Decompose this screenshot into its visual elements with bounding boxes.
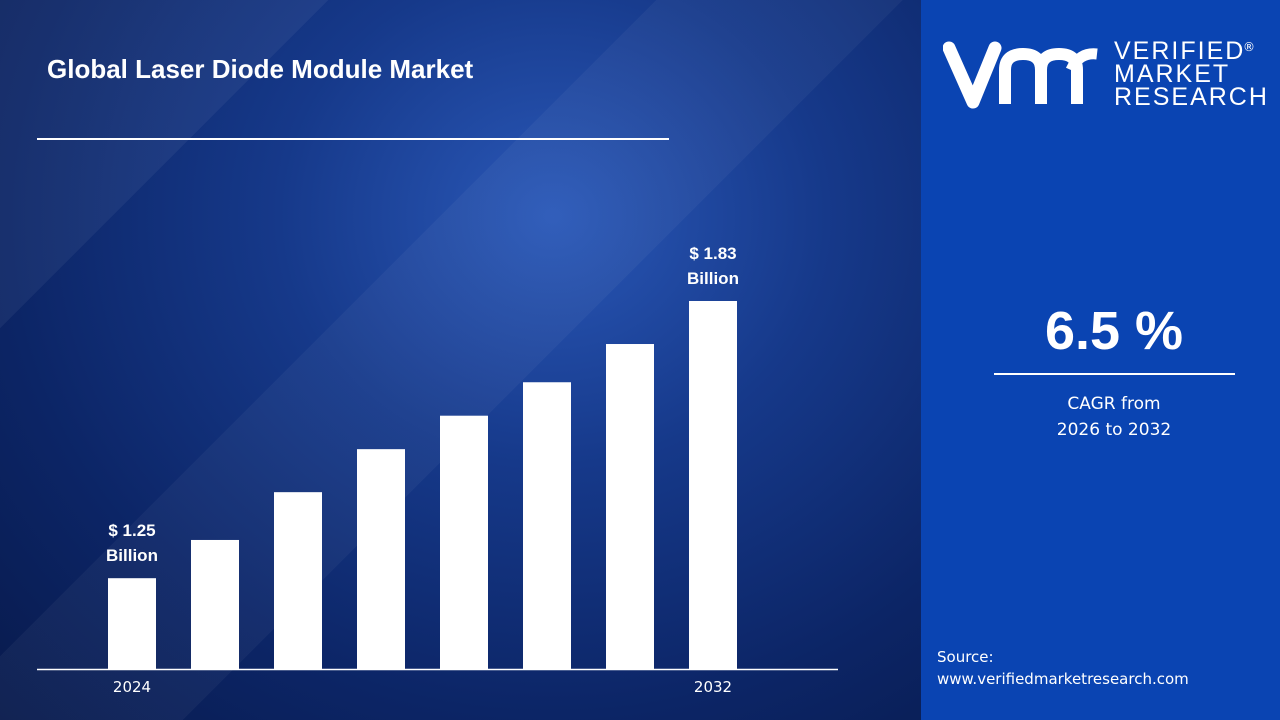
registered-mark: ® <box>1243 40 1255 54</box>
bar <box>191 539 239 669</box>
cagr-label-line: CAGR from <box>1067 394 1161 414</box>
data-label: Billion <box>687 269 739 288</box>
data-label: $ 1.83 <box>689 244 736 263</box>
bar <box>357 449 405 669</box>
title-divider <box>37 138 669 140</box>
logo-text: VERIFIED MARKET RESEARCH <box>1114 37 1269 111</box>
x-tick-label: 2032 <box>694 678 732 696</box>
cagr-divider <box>994 373 1235 375</box>
chart-title: Global Laser Diode Module Market <box>47 54 474 84</box>
source: Source: www.verifiedmarketresearch.com <box>937 646 1189 690</box>
cagr-label: CAGR from 2026 to 2032 <box>994 391 1234 443</box>
bar <box>606 344 654 669</box>
logo-line: RESEARCH <box>1114 83 1269 111</box>
bar <box>440 415 488 669</box>
bar <box>523 382 571 669</box>
bar-chart: 2024 2032 $ 1.25 Billion $ 1.83 Billion <box>37 244 838 696</box>
x-tick-label: 2024 <box>113 678 151 696</box>
bar <box>108 578 156 669</box>
logo-line: VERIFIED <box>1114 37 1246 65</box>
data-label: $ 1.25 <box>108 521 155 540</box>
source-label: Source: <box>937 648 994 666</box>
bar <box>689 301 737 669</box>
data-label: Billion <box>106 546 158 565</box>
vmr-logo <box>943 41 1098 109</box>
cagr-value: 6.5 % <box>1044 301 1184 361</box>
logo-line: MARKET <box>1114 60 1231 88</box>
cagr-label-line: 2026 to 2032 <box>1056 420 1172 440</box>
source-url[interactable]: www.verifiedmarketresearch.com <box>937 670 1189 688</box>
bar <box>274 492 322 669</box>
info-panel: VERIFIED MARKET RESEARCH ® 6.5 % CAGR fr… <box>921 0 1280 720</box>
